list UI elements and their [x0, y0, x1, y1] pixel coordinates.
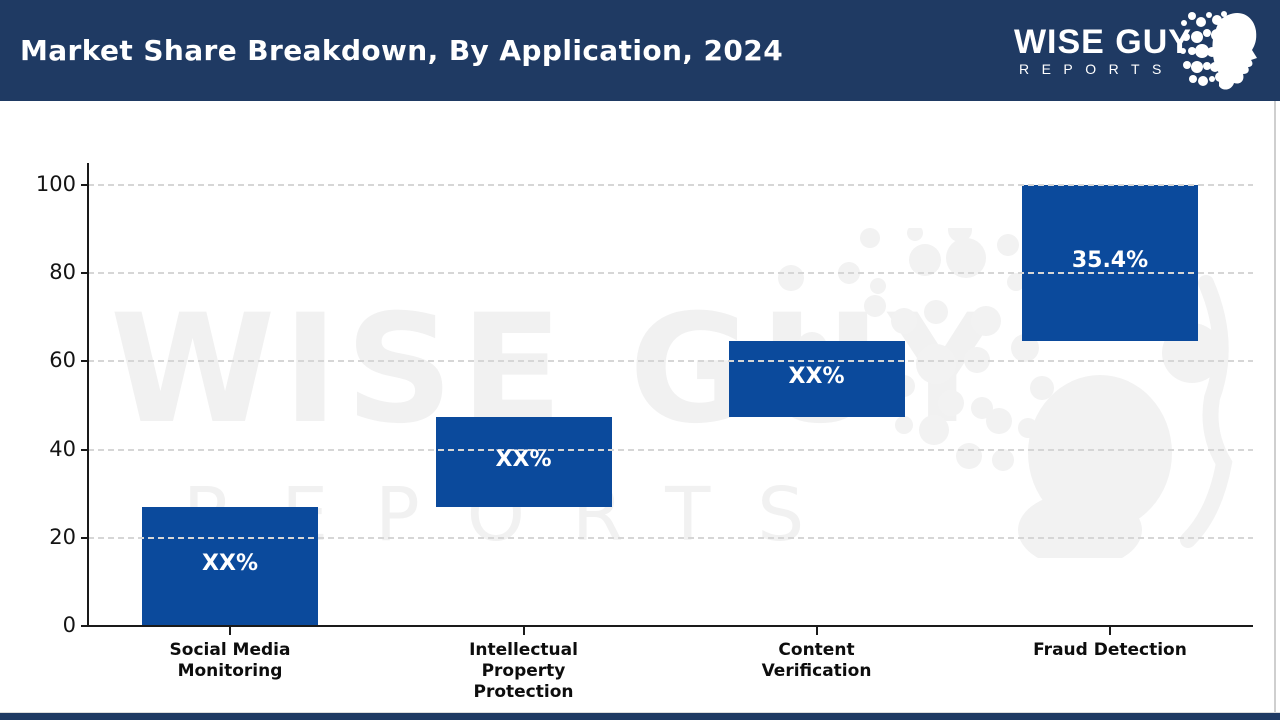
gridline-40 [88, 448, 1253, 451]
brand-logo: WISE GUY REPORTS [1014, 7, 1262, 95]
y-tick-mark-60 [81, 360, 88, 363]
x-category-label-line: Property [481, 661, 566, 681]
brand-tagline: REPORTS [1018, 60, 1174, 77]
x-category-label-line: Social Media [169, 640, 291, 660]
gridline-100 [88, 184, 1253, 186]
x-category-label-fraud-detection: Fraud Detection [990, 640, 1230, 661]
bar-value-label-social-media-monitoring: XX% [202, 551, 258, 577]
x-category-label-line: Monitoring [177, 661, 283, 681]
y-tick-label-0: 0 [62, 613, 76, 637]
x-tick-mark-social-media-monitoring [229, 627, 231, 635]
gridline-20 [88, 536, 1253, 539]
x-category-label-line: Protection [473, 682, 574, 702]
x-category-label-line: Content [778, 640, 855, 660]
x-tick-mark-intellectual-property-protection [522, 627, 525, 635]
x-axis-line [87, 625, 1253, 627]
gridline-80 [88, 272, 1253, 275]
bar-value-label-fraud-detection: 35.4% [1071, 248, 1149, 274]
y-tick-mark-100 [81, 184, 88, 186]
gridline-60 [88, 360, 1253, 363]
y-tick-mark-80 [81, 272, 88, 275]
plot-right-border [1274, 101, 1276, 712]
y-tick-label-40: 40 [49, 436, 76, 461]
y-tick-label-60: 60 [49, 348, 76, 373]
x-category-label-line: Verification [761, 661, 872, 681]
y-tick-mark-0 [81, 625, 88, 627]
x-tick-mark-fraud-detection [1109, 627, 1111, 635]
bar-content-verification [728, 341, 905, 417]
bar-intellectual-property-protection [435, 416, 612, 507]
header-bar: Market Share Breakdown, By Application, … [0, 0, 1280, 101]
x-category-label-line: Intellectual [469, 640, 578, 660]
brand-text: WISE GUY REPORTS [1014, 25, 1192, 77]
y-tick-label-80: 80 [49, 260, 76, 285]
y-tick-mark-40 [81, 448, 88, 451]
x-tick-mark-content-verification [815, 627, 818, 635]
footer-bar [0, 712, 1280, 720]
y-tick-label-100: 100 [35, 172, 76, 196]
x-category-label-line: Fraud Detection [1033, 640, 1187, 660]
bar-fraud-detection [1022, 185, 1198, 342]
x-category-label-social-media-monitoring: Social Media Monitoring [110, 640, 350, 682]
bar-value-label-content-verification: XX% [788, 363, 845, 389]
bar-social-media-monitoring [142, 506, 318, 626]
bar-value-label-intellectual-property-protection: XX% [495, 446, 552, 472]
y-axis-line [87, 163, 89, 627]
brand-face-icon [1180, 10, 1257, 90]
y-tick-mark-20 [81, 536, 88, 539]
y-tick-label-20: 20 [49, 524, 76, 549]
page-title: Market Share Breakdown, By Application, … [20, 34, 784, 67]
x-category-label-intellectual-property-protection: Intellectual Property Protection [404, 640, 644, 703]
brand-name: WISE GUY [1013, 22, 1192, 61]
x-category-label-content-verification: Content Verification [697, 640, 937, 682]
